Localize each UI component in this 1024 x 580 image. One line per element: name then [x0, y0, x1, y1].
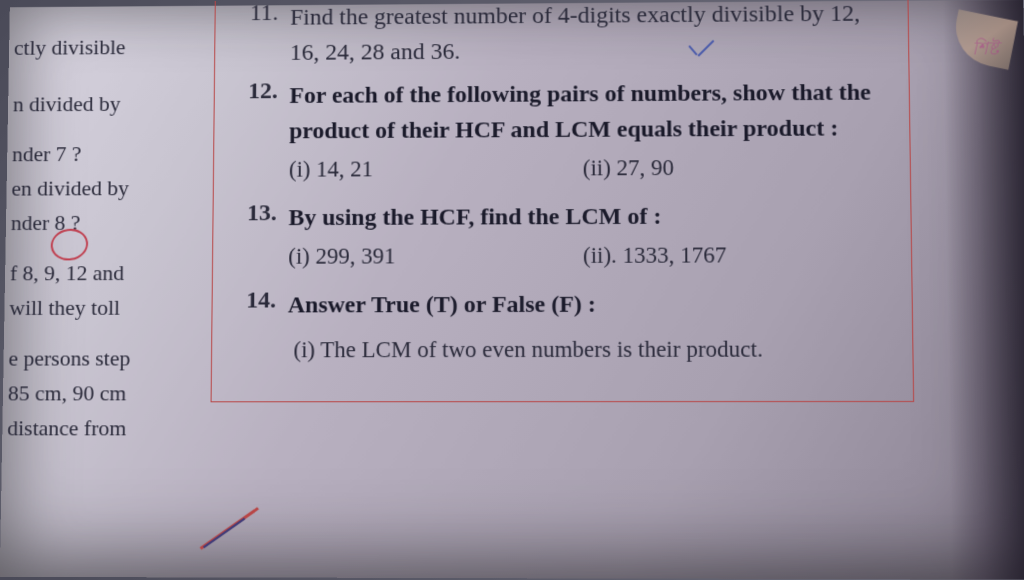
fragment-text: f 8, 9, 12 and — [10, 256, 173, 289]
question-body: Find the greatest number of 4-digits exa… — [290, 0, 879, 71]
margin-handwriting: শিষ্ট — [972, 35, 999, 66]
question-text: By using the HCF, find the LCM of : — [288, 198, 880, 236]
page-shadow-edge — [943, 0, 1024, 580]
pen-tick-annotation — [687, 39, 717, 59]
textbook-page: ctly divisible n divided by nder 7 ? en … — [0, 0, 1024, 580]
question-parts: (i) 14, 21 (ii) 27, 90 — [289, 154, 880, 182]
questions-column: 11. Find the greatest number of 4-digits… — [191, 0, 935, 411]
question-11: 11. Find the greatest number of 4-digits… — [244, 0, 878, 71]
pen-arrow-annotation — [189, 497, 269, 558]
fragment-text: nder 8 ? — [11, 206, 174, 239]
question-text: Find the greatest number of 4-digits exa… — [290, 0, 879, 71]
question-number: 14. — [242, 288, 288, 368]
sub-item-i: (i) The LCM of two even numbers is their… — [287, 332, 882, 367]
fragment-text: e persons step — [8, 341, 171, 374]
fragment-text: nder 7 ? — [12, 137, 174, 170]
question-body: Answer True (T) or False (F) : (i) The L… — [287, 286, 882, 368]
question-text: Answer True (T) or False (F) : — [288, 286, 882, 323]
part-ii: (ii). 1333, 1767 — [583, 242, 881, 269]
fragment-text: distance from — [7, 411, 171, 444]
fragment-text: ctly divisible — [14, 30, 176, 63]
part-i: (i) 14, 21 — [289, 156, 583, 183]
question-14: 14. Answer True (T) or False (F) : (i) T… — [242, 286, 882, 368]
fragment-text: en divided by — [11, 171, 173, 204]
fragment-text: n divided by — [13, 87, 175, 120]
question-number: 12. — [243, 78, 289, 192]
question-number: 11. — [244, 0, 290, 71]
question-text: For each of the following pairs of numbe… — [289, 75, 879, 149]
part-i: (i) 299, 391 — [288, 243, 583, 270]
question-body: For each of the following pairs of numbe… — [289, 75, 880, 193]
question-13: 13. By using the HCF, find the LCM of : … — [243, 198, 881, 280]
left-column-fragments: ctly divisible n divided by nder 7 ? en … — [1, 16, 185, 478]
fragment-text: 85 cm, 90 cm — [8, 376, 172, 409]
part-ii: (ii) 27, 90 — [583, 154, 880, 181]
question-body: By using the HCF, find the LCM of : (i) … — [288, 198, 881, 280]
fragment-text: will they toll — [9, 291, 172, 324]
question-number: 13. — [243, 200, 289, 279]
questions-box: 11. Find the greatest number of 4-digits… — [211, 0, 915, 402]
question-12: 12. For each of the following pairs of n… — [243, 75, 880, 193]
question-parts: (i) 299, 391 (ii). 1333, 1767 — [288, 242, 881, 270]
